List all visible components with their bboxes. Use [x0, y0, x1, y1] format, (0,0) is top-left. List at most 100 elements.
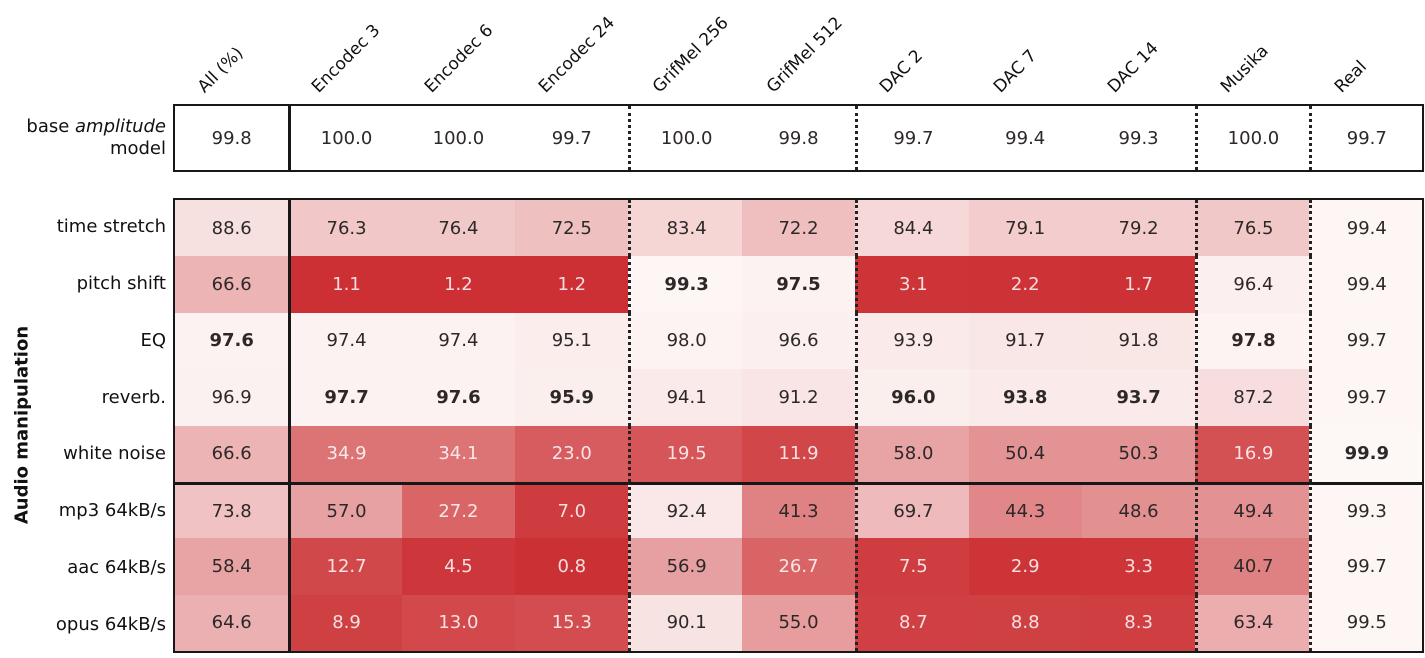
heatmap-cell: 50.4: [968, 425, 1082, 482]
heatmap-cell: 97.6: [175, 312, 289, 370]
column-header-encodec-6: Encodec 6: [421, 20, 498, 97]
heatmap-cell: 50.3: [1081, 425, 1196, 482]
heatmap-cell: 66.6: [175, 425, 289, 482]
heatmap-cell: 41.3: [741, 481, 856, 539]
heatmap-cell: 8.3: [1081, 594, 1196, 651]
base-model-cell: 100.0: [432, 127, 485, 149]
heatmap-cell: 66.6: [175, 256, 289, 313]
row-label-pitch-shift: pitch shift: [76, 272, 166, 294]
heatmap-cell: 76.5: [1195, 200, 1309, 257]
base-model-cell: 100.0: [288, 106, 401, 170]
heatmap-cell: 99.3: [628, 256, 742, 313]
column-header-grifmel-512: GrifMel 512: [762, 13, 847, 98]
heatmap-cell: 16.9: [1195, 425, 1309, 482]
base-model-label-line1: base amplitude: [26, 116, 166, 138]
heatmap-cell: 1.1: [288, 256, 402, 313]
heatmap-cell: 99.4: [1308, 200, 1422, 257]
heatmap-grid: 88.6 76.3 76.4 72.5 83.4 72.2 84.4 79.1 79.2 76.5…: [173, 198, 1424, 653]
heatmap-cell: 98.0: [628, 312, 742, 370]
heatmap-cell: 73.8: [175, 481, 289, 539]
heatmap-cell: 83.4: [628, 200, 742, 257]
heatmap-cell: 13.0: [401, 594, 516, 651]
heatmap-cell: 4.5: [401, 538, 516, 595]
heatmap-cell: 95.9: [515, 369, 629, 426]
base-model-cell: 99.8: [778, 127, 819, 149]
heatmap-cell: 99.7: [1308, 312, 1422, 370]
heatmap-cell: 40.7: [1195, 538, 1309, 595]
heatmap-cell: 3.1: [855, 256, 969, 313]
heatmap-cell: 69.7: [855, 481, 969, 539]
heatmap-cell: 96.0: [855, 369, 969, 426]
heatmap-cell: 26.7: [741, 538, 856, 595]
heatmap-cell: 99.7: [1308, 369, 1422, 426]
heatmap-cell: 2.9: [968, 538, 1082, 595]
column-header-real: Real: [1330, 56, 1372, 97]
heatmap-cell: 11.9: [741, 425, 856, 482]
base-model-cell: 99.7: [855, 106, 968, 170]
heatmap-cell: 1.2: [515, 256, 629, 313]
base-model-cell: 99.3: [1118, 127, 1159, 149]
column-header-encodec-24: Encodec 24: [534, 12, 619, 97]
column-header-dac-2: DAC 2: [876, 45, 928, 97]
heatmap-cell: 34.9: [288, 425, 402, 482]
heatmap-cell: 94.1: [628, 369, 742, 426]
row-label-time-stretch: time stretch: [56, 215, 166, 237]
heatmap-cell: 2.2: [968, 256, 1082, 313]
heatmap-cell: 56.9: [628, 538, 742, 595]
heatmap-cell: 23.0: [515, 425, 629, 482]
column-header-encodec-3: Encodec 3: [307, 20, 384, 97]
heatmap-cell: 3.3: [1081, 538, 1196, 595]
heatmap-cell: 79.1: [968, 200, 1082, 257]
heatmap-cell: 8.8: [968, 594, 1082, 651]
heatmap-cell: 91.7: [968, 312, 1082, 370]
heatmap-cell: 99.5: [1308, 594, 1422, 651]
heatmap-cell: 96.4: [1195, 256, 1309, 313]
column-header-musika: Musika: [1217, 41, 1274, 97]
base-model-label-line2: model: [109, 138, 166, 159]
heatmap-cell: 57.0: [288, 481, 402, 539]
heatmap-cell: 87.2: [1195, 369, 1309, 426]
column-header-grifmel-256: GrifMel 256: [648, 13, 733, 98]
row-label-aac-64kb-s: aac 64kB/s: [67, 557, 166, 579]
heatmap-cell: 79.2: [1081, 200, 1196, 257]
heatmap-cell: 97.4: [288, 312, 402, 370]
row-label-eq: EQ: [140, 329, 166, 351]
base-model-cell: 99.4: [1005, 127, 1046, 149]
column-header-all: All (%): [193, 43, 248, 97]
base-model-cell: 99.8: [211, 127, 252, 149]
base-model-label-normal: base: [26, 116, 76, 138]
heatmap-cell: 34.1: [401, 425, 516, 482]
base-model-label-italic: amplitude: [75, 116, 166, 138]
heatmap-cell: 8.7: [855, 594, 969, 651]
heatmap-cell: 64.6: [175, 594, 289, 651]
heatmap-cell: 7.5: [855, 538, 969, 595]
heatmap-cell: 97.4: [401, 312, 516, 370]
heatmap-cell: 93.7: [1081, 369, 1196, 426]
heatmap-cell: 93.9: [855, 312, 969, 370]
base-model-row: 99.8 100.0 100.0 99.7 100.0 99.8 99.7 99.4 99.3 1…: [173, 104, 1424, 172]
base-model-cell: 100.0: [628, 106, 741, 170]
base-model-cell: 99.7: [1308, 106, 1422, 170]
heatmap-cell: 92.4: [628, 481, 742, 539]
base-model-cell: 100.0: [1195, 106, 1308, 170]
heatmap-cell: 99.7: [1308, 538, 1422, 595]
heatmap-cell: 72.5: [515, 200, 629, 257]
heatmap-cell: 93.8: [968, 369, 1082, 426]
heatmap-cell: 44.3: [968, 481, 1082, 539]
heatmap-cell: 63.4: [1195, 594, 1309, 651]
heatmap-cell: 99.3: [1308, 481, 1422, 539]
heatmap-cell: 84.4: [855, 200, 969, 257]
heatmap-cell: 90.1: [628, 594, 742, 651]
heatmap-cell: 8.9: [288, 594, 402, 651]
row-label-mp3-64kb-s: mp3 64kB/s: [58, 500, 166, 522]
heatmap-cell: 15.3: [515, 594, 629, 651]
heatmap-cell: 97.6: [401, 369, 516, 426]
column-header-dac-14: DAC 14: [1103, 38, 1163, 97]
heatmap-cell: 99.9: [1308, 425, 1422, 482]
heatmap-cell: 48.6: [1081, 481, 1196, 539]
heatmap-cell: 97.5: [741, 256, 856, 313]
heatmap-cell: 7.0: [515, 481, 629, 539]
row-label-reverb: reverb.: [101, 386, 166, 408]
row-label-white-noise: white noise: [63, 443, 166, 465]
heatmap-cell: 0.8: [515, 538, 629, 595]
